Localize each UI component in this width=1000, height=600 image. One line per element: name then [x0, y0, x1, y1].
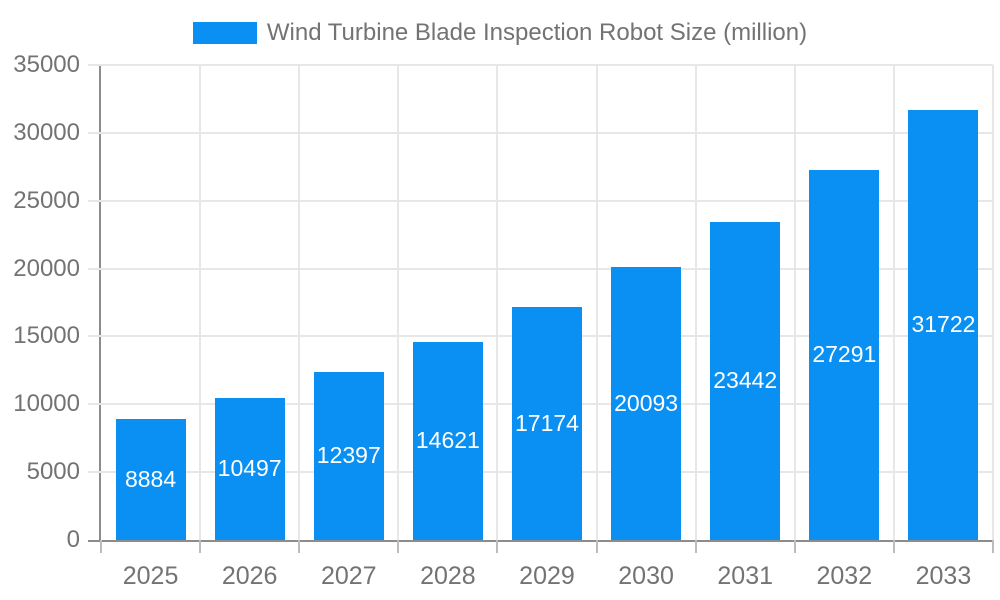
legend-title: Wind Turbine Blade Inspection Robot Size… [266, 19, 808, 46]
bar-value-label: 17174 [515, 409, 579, 436]
y-tick [88, 471, 101, 474]
x-tick [496, 540, 499, 553]
y-gridline [101, 199, 993, 202]
bar[interactable]: 17174 [512, 306, 582, 540]
bar-value-label: 20093 [614, 390, 679, 417]
x-tick [892, 540, 895, 553]
x-tick-label: 2030 [618, 562, 674, 590]
x-tick [595, 540, 598, 553]
bar-value-label: 8884 [124, 466, 177, 493]
x-tick [100, 540, 102, 553]
x-tick-label: 2033 [915, 562, 972, 590]
x-gridline [694, 65, 697, 540]
x-gridline [298, 65, 301, 540]
y-gridline [101, 64, 993, 66]
x-tick [199, 540, 202, 553]
y-tick [88, 267, 101, 270]
x-tick-label: 2027 [320, 562, 377, 590]
y-gridline [101, 131, 993, 134]
x-tick-label: 2025 [122, 562, 179, 590]
bar-value-label: 23442 [713, 367, 778, 394]
bar[interactable]: 12397 [313, 371, 384, 540]
y-tick [88, 64, 101, 66]
y-gridline [101, 267, 993, 270]
x-tick-label: 2026 [221, 562, 278, 590]
x-gridline [199, 65, 202, 540]
legend-item[interactable]: Wind Turbine Blade Inspection Robot Size… [192, 19, 808, 47]
x-gridline [397, 65, 400, 540]
legend-swatch-icon [192, 22, 257, 44]
y-tick [88, 403, 101, 406]
x-tick [992, 540, 994, 553]
bar[interactable]: 10497 [214, 397, 285, 540]
bar-value-label: 10497 [217, 455, 282, 482]
bar[interactable]: 8884 [115, 419, 186, 540]
bar-value-label: 31722 [911, 311, 976, 338]
bar[interactable]: 27291 [809, 169, 880, 540]
x-tick [793, 540, 796, 553]
x-gridline [595, 65, 598, 540]
x-gridline [992, 65, 994, 540]
bar-value-label: 14621 [415, 427, 480, 454]
y-axis-line [99, 65, 101, 542]
y-tick [88, 199, 101, 202]
x-tick-label: 2029 [519, 562, 575, 590]
bar-value-label: 27291 [812, 341, 877, 368]
y-tick [88, 131, 101, 134]
x-gridline [496, 65, 499, 540]
x-tick [397, 540, 400, 553]
bar[interactable]: 31722 [908, 109, 979, 540]
x-gridline [892, 65, 895, 540]
bar[interactable]: 20093 [611, 267, 682, 540]
x-tick [694, 540, 697, 553]
x-tick-label: 2032 [816, 562, 873, 590]
bar[interactable]: 14621 [412, 341, 483, 540]
x-tick [298, 540, 301, 553]
x-gridline [793, 65, 796, 540]
bar-value-label: 12397 [316, 442, 381, 469]
x-axis-line [88, 540, 993, 542]
legend: Wind Turbine Blade Inspection Robot Size… [0, 19, 1000, 47]
y-tick [88, 335, 101, 338]
x-tick-label: 2028 [420, 562, 476, 590]
x-tick-label: 2031 [717, 562, 774, 590]
plot-area: 0 5000 10000 15000 20000 25000 30000 35000 2025 8… [13, 53, 994, 590]
bar[interactable]: 23442 [710, 221, 781, 540]
